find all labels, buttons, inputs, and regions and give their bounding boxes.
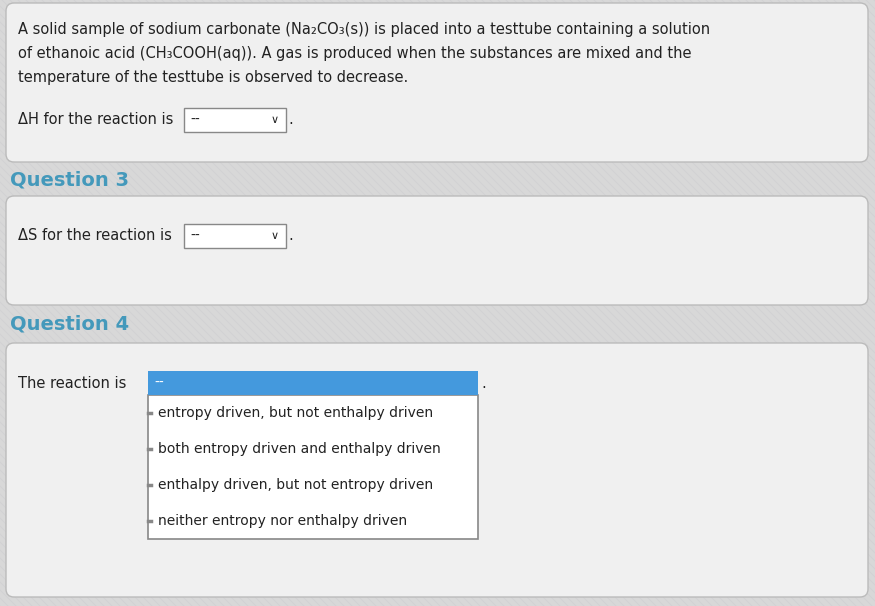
Text: .: . bbox=[288, 228, 293, 244]
Text: both entropy driven and enthalpy driven: both entropy driven and enthalpy driven bbox=[158, 442, 441, 456]
FancyBboxPatch shape bbox=[184, 224, 286, 248]
Text: ∨: ∨ bbox=[271, 231, 279, 241]
Bar bbox=[148, 395, 478, 539]
Text: A solid sample of sodium carbonate (Na₂CO₃(s)) is placed into a testtube contain: A solid sample of sodium carbonate (Na₂C… bbox=[18, 22, 710, 37]
Text: .: . bbox=[481, 376, 486, 390]
Bar bbox=[148, 371, 478, 395]
Text: The reaction is: The reaction is bbox=[18, 376, 126, 390]
Text: ΔH for the reaction is: ΔH for the reaction is bbox=[18, 113, 173, 127]
Text: ∨: ∨ bbox=[271, 115, 279, 125]
Text: .: . bbox=[288, 113, 293, 127]
Text: temperature of the testtube is observed to decrease.: temperature of the testtube is observed … bbox=[18, 70, 409, 85]
Text: --: -- bbox=[190, 229, 200, 243]
Text: of ethanoic acid (CH₃COOH(aq)). A gas is produced when the substances are mixed : of ethanoic acid (CH₃COOH(aq)). A gas is… bbox=[18, 46, 691, 61]
FancyBboxPatch shape bbox=[184, 108, 286, 132]
Text: neither entropy nor enthalpy driven: neither entropy nor enthalpy driven bbox=[158, 514, 407, 528]
Text: enthalpy driven, but not entropy driven: enthalpy driven, but not entropy driven bbox=[158, 478, 433, 492]
Text: Question 3: Question 3 bbox=[10, 170, 129, 189]
Text: entropy driven, but not enthalpy driven: entropy driven, but not enthalpy driven bbox=[158, 406, 433, 420]
Text: --: -- bbox=[154, 376, 164, 390]
FancyBboxPatch shape bbox=[6, 343, 868, 597]
Text: ΔS for the reaction is: ΔS for the reaction is bbox=[18, 228, 172, 244]
Text: Question 4: Question 4 bbox=[10, 315, 130, 334]
FancyBboxPatch shape bbox=[6, 3, 868, 162]
FancyBboxPatch shape bbox=[6, 196, 868, 305]
Text: --: -- bbox=[190, 113, 200, 127]
